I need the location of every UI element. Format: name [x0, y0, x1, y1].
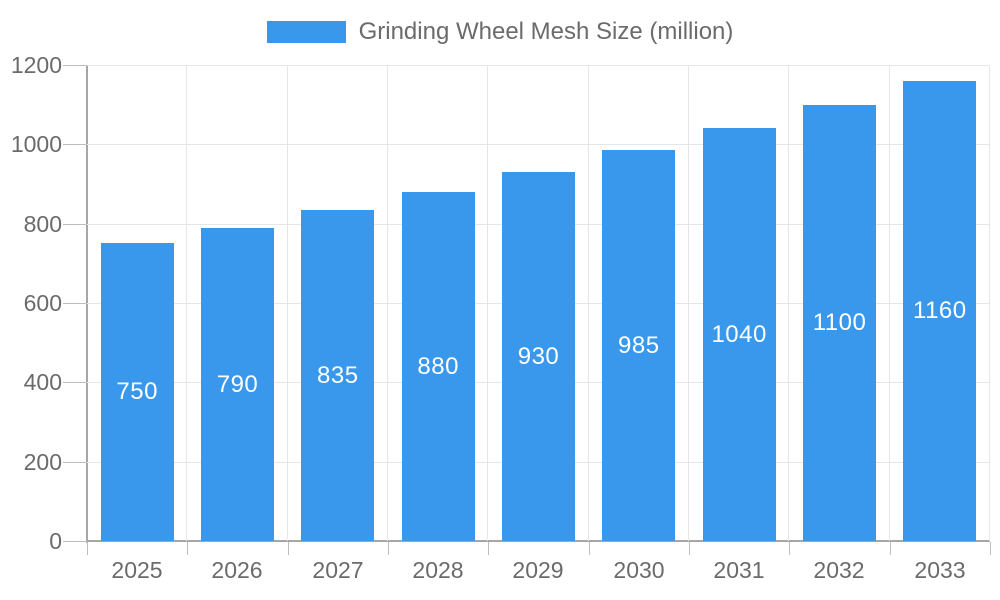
- x-axis-tick-label: 2030: [613, 557, 665, 583]
- bar: 1100: [803, 105, 876, 541]
- bar-value-label: 1040: [711, 320, 767, 348]
- plot-area: 750 790 835 880 930 985 1040 1100 1160: [87, 65, 990, 541]
- y-axis-tick-label: 600: [23, 290, 62, 316]
- y-axis-tick: [63, 541, 87, 542]
- legend-swatch-icon: [266, 21, 346, 43]
- bar-value-label: 1160: [913, 297, 967, 324]
- legend-item[interactable]: Grinding Wheel Mesh Size (million): [266, 18, 734, 46]
- x-axis-tick: [488, 542, 489, 555]
- x-axis-line: [86, 540, 990, 542]
- y-axis-tick: [63, 65, 87, 66]
- y-axis-tick-label: 800: [23, 211, 62, 237]
- y-axis-tick-label: 200: [23, 449, 62, 475]
- y-axis-tick-label: 0: [49, 528, 62, 554]
- legend-label: Grinding Wheel Mesh Size (million): [358, 18, 734, 45]
- bar: 1040: [702, 128, 776, 541]
- bar-value-label: 985: [618, 331, 660, 359]
- y-axis-tick: [63, 303, 87, 304]
- y-axis-tick: [63, 224, 87, 225]
- grid-line-vertical: [186, 65, 187, 541]
- y-axis-tick-label: 1200: [10, 52, 62, 78]
- legend: Grinding Wheel Mesh Size (million): [0, 18, 1000, 46]
- bar: 1160: [903, 81, 977, 541]
- x-axis-tick-label: 2027: [312, 557, 364, 583]
- y-axis-tick-label: 400: [23, 369, 62, 395]
- x-axis-tick: [288, 542, 289, 555]
- grid-line-vertical: [487, 65, 488, 541]
- x-axis-tick-label: 2028: [412, 557, 464, 583]
- x-axis-tick: [689, 542, 690, 555]
- y-axis-tick: [63, 144, 87, 145]
- x-axis-tick-label: 2033: [914, 557, 966, 583]
- grid-line-vertical: [989, 65, 990, 541]
- bar: 790: [201, 228, 274, 541]
- grid-line-vertical: [387, 65, 388, 541]
- grid-line-vertical: [889, 65, 890, 541]
- bar-value-label: 835: [317, 361, 359, 389]
- y-axis-tick: [63, 382, 87, 383]
- x-axis-tick-label: 2031: [713, 557, 765, 583]
- grid-line-horizontal: [87, 144, 990, 146]
- bar: 930: [502, 172, 575, 541]
- x-axis-tick: [87, 542, 88, 555]
- x-axis-tick-label: 2025: [111, 557, 163, 583]
- x-axis-tick-label: 2032: [813, 557, 865, 583]
- grid-line-vertical: [788, 65, 789, 541]
- bar-value-label: 880: [417, 352, 459, 380]
- bar-value-label: 1100: [812, 309, 867, 336]
- bar: 835: [301, 210, 375, 541]
- y-axis-tick-label: 1000: [10, 131, 62, 157]
- x-axis-tick-label: 2026: [211, 557, 263, 583]
- x-axis-tick: [890, 542, 891, 555]
- y-axis-line: [86, 65, 88, 543]
- bar-value-label: 750: [116, 378, 158, 405]
- x-axis-tick: [187, 542, 188, 555]
- grid-line-vertical: [688, 65, 689, 541]
- x-axis-tick: [589, 542, 590, 555]
- grid-line-horizontal: [87, 65, 990, 66]
- bar: 750: [100, 243, 174, 541]
- x-axis-tick: [388, 542, 389, 555]
- bar-value-label: 790: [216, 370, 259, 398]
- grid-line-vertical: [588, 65, 589, 541]
- grid-line-vertical: [287, 65, 288, 541]
- y-axis-tick: [63, 462, 87, 463]
- bar: 880: [401, 192, 475, 541]
- x-axis-tick: [789, 542, 790, 555]
- x-axis-tick-label: 2029: [512, 557, 564, 583]
- x-axis-tick: [990, 542, 991, 555]
- bar-value-label: 930: [517, 342, 560, 370]
- bar: 985: [602, 150, 676, 541]
